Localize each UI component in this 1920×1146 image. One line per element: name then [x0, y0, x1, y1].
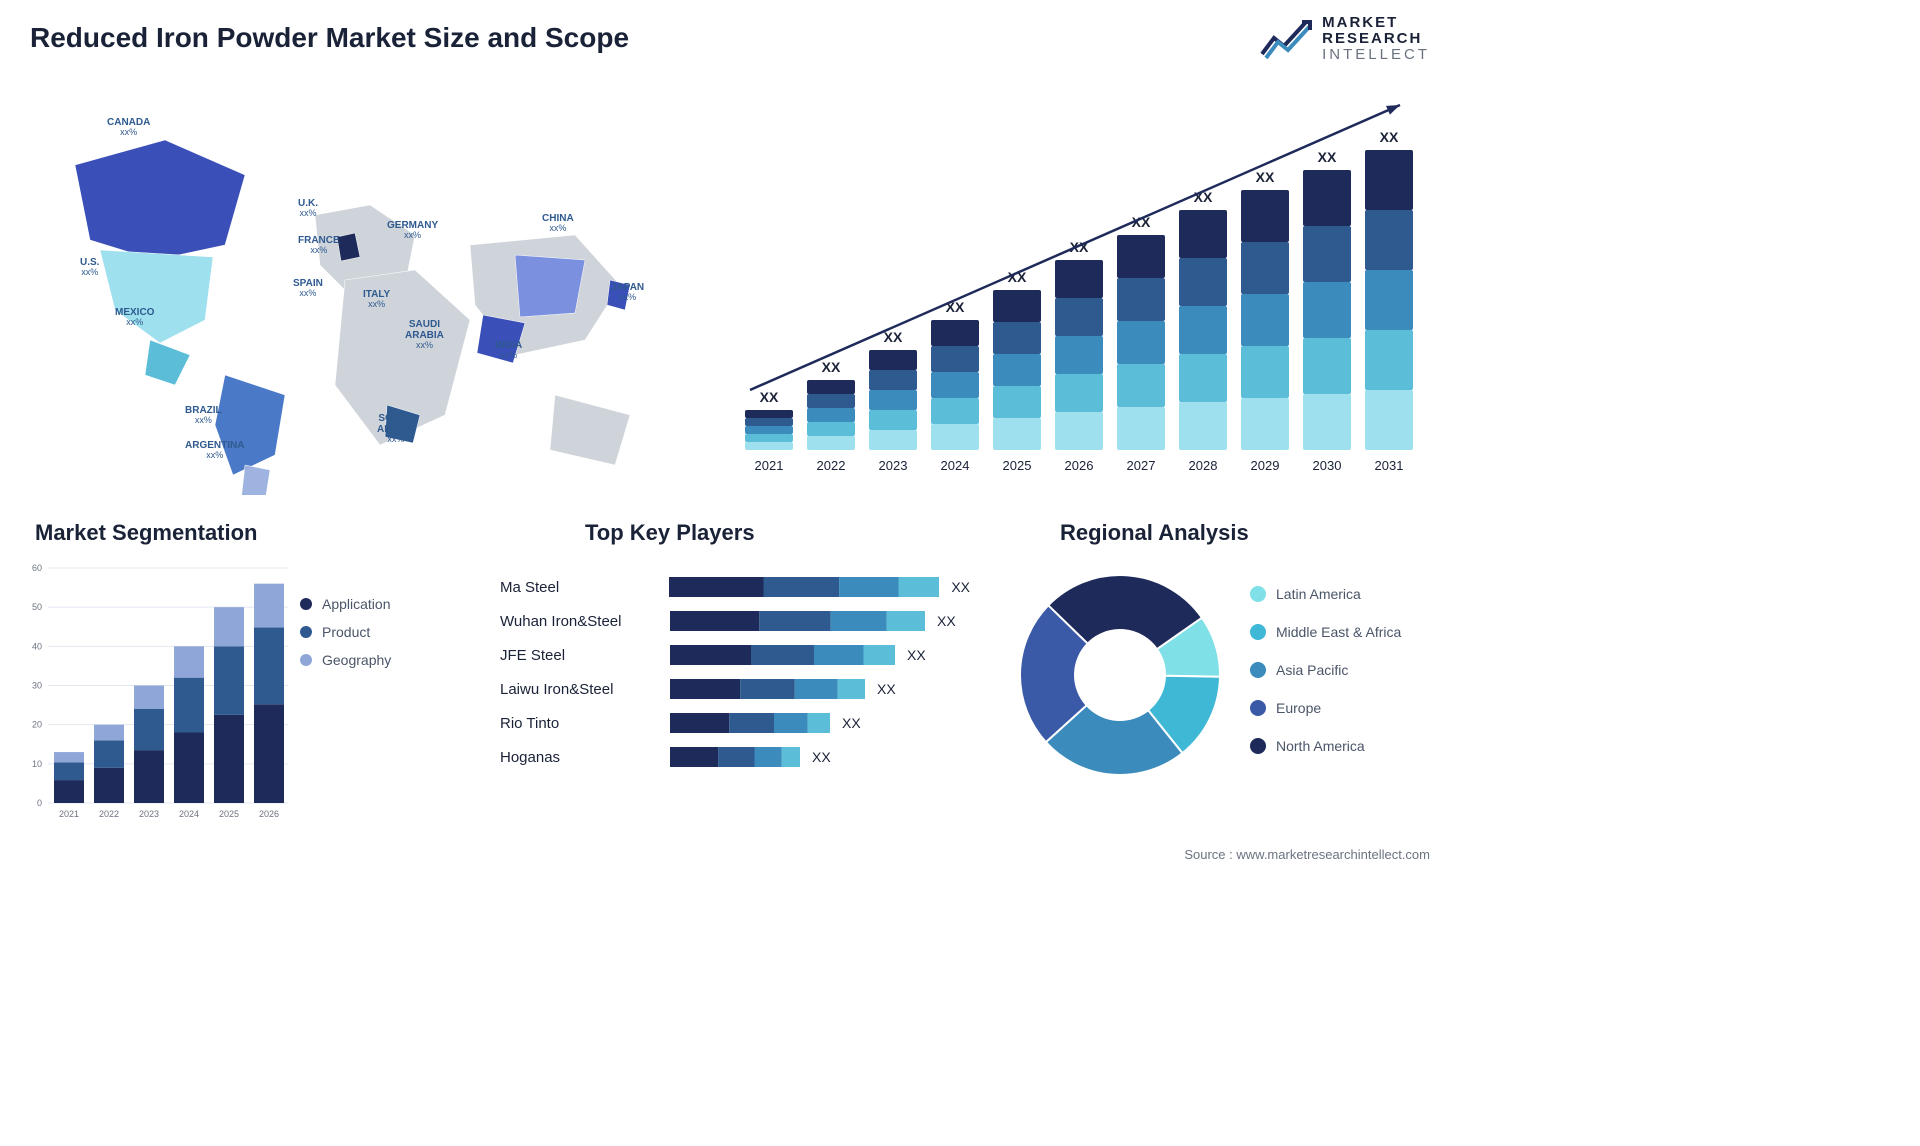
svg-text:2026: 2026	[1065, 458, 1094, 473]
player-name: JFE Steel	[500, 647, 670, 664]
svg-text:2024: 2024	[179, 809, 199, 819]
map-country-label: CHINAxx%	[542, 213, 574, 234]
map-country-label: ITALYxx%	[363, 289, 390, 310]
donut-legend-item: Middle East & Africa	[1250, 613, 1401, 651]
regional-title: Regional Analysis	[1060, 520, 1249, 546]
svg-text:2025: 2025	[219, 809, 239, 819]
player-bar	[670, 611, 925, 631]
map-country-label: CANADAxx%	[107, 117, 150, 138]
svg-text:10: 10	[32, 759, 42, 769]
segmentation-legend: ApplicationProductGeography	[300, 590, 391, 674]
logo-mark-icon	[1260, 16, 1312, 62]
donut-svg	[1005, 560, 1235, 790]
player-name: Ma Steel	[500, 579, 669, 596]
player-bar	[670, 747, 800, 767]
player-row: Ma Steel XX	[500, 570, 970, 604]
player-name: Hoganas	[500, 749, 670, 766]
players-title: Top Key Players	[585, 520, 755, 546]
player-row: Hoganas XX	[500, 740, 970, 774]
player-bar	[670, 645, 895, 665]
map-country-label: U.S.xx%	[80, 257, 99, 278]
player-value: XX	[842, 715, 861, 731]
svg-text:2023: 2023	[139, 809, 159, 819]
map-country-label: INDIAxx%	[495, 340, 522, 361]
svg-text:2026: 2026	[259, 809, 279, 819]
svg-text:2021: 2021	[755, 458, 784, 473]
svg-text:2022: 2022	[99, 809, 119, 819]
key-players-chart: Ma SteelXXWuhan Iron&SteelXXJFE SteelXXL…	[500, 570, 970, 774]
player-bar	[669, 577, 939, 597]
svg-text:XX: XX	[1256, 169, 1275, 185]
map-country-label: MEXICOxx%	[115, 307, 154, 328]
player-bar	[670, 713, 830, 733]
svg-text:2024: 2024	[941, 458, 970, 473]
player-name: Rio Tinto	[500, 715, 670, 732]
donut-legend: Latin AmericaMiddle East & AfricaAsia Pa…	[1250, 575, 1401, 765]
segmentation-legend-item: Product	[300, 618, 391, 646]
segmentation-chart: 0 10 20 30 40 50 60 2021 2022 2023 2024 2025 2026	[20, 558, 290, 828]
svg-text:XX: XX	[1380, 129, 1399, 145]
brand-logo: MARKET RESEARCH INTELLECT	[1260, 15, 1430, 62]
svg-text:60: 60	[32, 563, 42, 573]
donut-legend-item: North America	[1250, 727, 1401, 765]
logo-line2: RESEARCH	[1322, 31, 1430, 47]
svg-text:20: 20	[32, 720, 42, 730]
svg-text:2031: 2031	[1375, 458, 1404, 473]
svg-text:2029: 2029	[1251, 458, 1280, 473]
map-country-label: FRANCExx%	[298, 235, 340, 256]
segmentation-legend-item: Geography	[300, 646, 391, 674]
svg-text:2022: 2022	[817, 458, 846, 473]
donut-legend-item: Europe	[1250, 689, 1401, 727]
svg-text:2028: 2028	[1189, 458, 1218, 473]
svg-text:40: 40	[32, 641, 42, 651]
svg-text:2023: 2023	[879, 458, 908, 473]
svg-text:2021: 2021	[59, 809, 79, 819]
map-country-label: SOUTHAFRICAxx%	[377, 413, 415, 445]
growth-chart-svg: XX2021XX2022XX2023XX2024XX2025XX2026XX20…	[740, 95, 1420, 490]
map-country-label: JAPANxx%	[611, 282, 644, 303]
donut-legend-item: Asia Pacific	[1250, 651, 1401, 689]
player-row: JFE Steel XX	[500, 638, 970, 672]
svg-text:2025: 2025	[1003, 458, 1032, 473]
player-value: XX	[812, 749, 831, 765]
segmentation-title: Market Segmentation	[35, 520, 258, 546]
player-bar	[670, 679, 865, 699]
page-title: Reduced Iron Powder Market Size and Scop…	[30, 22, 629, 54]
svg-text:2027: 2027	[1127, 458, 1156, 473]
player-row: Wuhan Iron&Steel XX	[500, 604, 970, 638]
map-country-label: GERMANYxx%	[387, 220, 438, 241]
map-country-label: SAUDIARABIAxx%	[405, 319, 444, 351]
segmentation-legend-item: Application	[300, 590, 391, 618]
svg-text:0: 0	[37, 798, 42, 808]
player-name: Wuhan Iron&Steel	[500, 613, 670, 630]
donut-legend-item: Latin America	[1250, 575, 1401, 613]
svg-text:XX: XX	[822, 359, 841, 375]
svg-text:XX: XX	[760, 389, 779, 405]
player-name: Laiwu Iron&Steel	[500, 681, 670, 698]
player-value: XX	[907, 647, 926, 663]
player-row: Laiwu Iron&Steel XX	[500, 672, 970, 706]
map-country-label: BRAZILxx%	[185, 405, 222, 426]
logo-line1: MARKET	[1322, 15, 1430, 31]
svg-text:XX: XX	[1318, 149, 1337, 165]
world-map: CANADAxx% U.S.xx% MEXICOxx% BRAZILxx% ARGENT…	[15, 85, 715, 495]
segmentation-chart-svg: 0 10 20 30 40 50 60 2021 2022 2023 2024 2025 2026	[20, 558, 290, 828]
svg-text:50: 50	[32, 602, 42, 612]
map-country-label: U.K.xx%	[298, 198, 318, 219]
player-row: Rio Tinto XX	[500, 706, 970, 740]
regional-donut	[1005, 560, 1235, 790]
logo-line3: INTELLECT	[1322, 47, 1430, 63]
svg-text:2030: 2030	[1313, 458, 1342, 473]
growth-bar-chart: XX2021XX2022XX2023XX2024XX2025XX2026XX20…	[740, 95, 1420, 490]
svg-text:30: 30	[32, 681, 42, 691]
svg-text:XX: XX	[946, 299, 965, 315]
map-country-label: ARGENTINAxx%	[185, 440, 244, 461]
source-credit: Source : www.marketresearchintellect.com	[1184, 847, 1430, 862]
map-country-label: SPAINxx%	[293, 278, 323, 299]
player-value: XX	[951, 579, 970, 595]
player-value: XX	[937, 613, 956, 629]
player-value: XX	[877, 681, 896, 697]
